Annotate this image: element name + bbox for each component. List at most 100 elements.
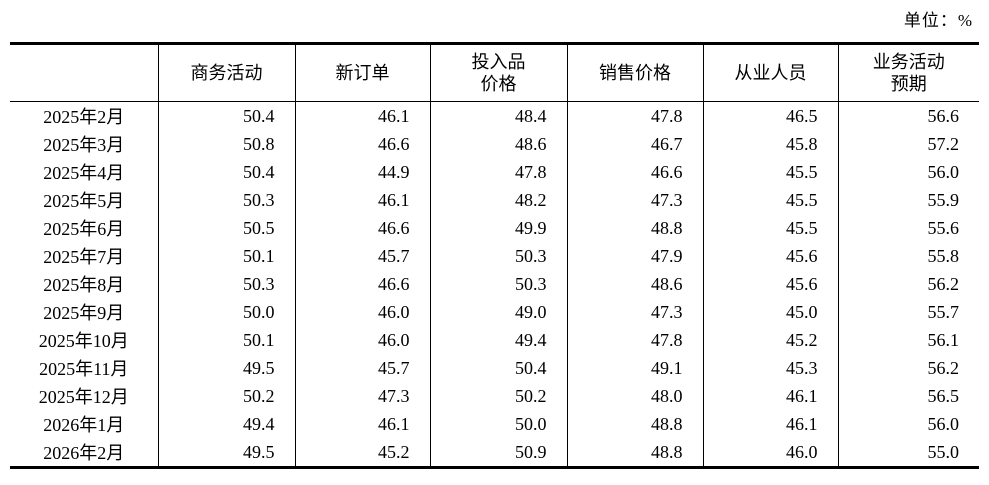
value-cell-business_activity_expectation: 55.9 [837, 186, 979, 214]
value-cell-business_activity: 49.4 [157, 410, 295, 438]
month-cell: 2025年3月 [43, 135, 125, 155]
value-cell-selling_prices: 46.7 [566, 130, 703, 158]
value-cell-business_activity_expectation: 56.0 [837, 158, 979, 186]
value-cell-employment: 46.1 [702, 410, 838, 438]
value-cell-selling_prices: 48.8 [566, 214, 703, 242]
month-cell: 2025年9月 [43, 303, 125, 323]
value-cell-input_prices: 49.4 [429, 326, 567, 354]
value-cell-selling_prices: 47.8 [566, 101, 703, 130]
value-cell-business_activity: 50.1 [157, 326, 295, 354]
value-cell-new_orders: 46.6 [294, 270, 430, 298]
column-header-selling_prices: 销售价格 [566, 43, 703, 102]
value-cell-employment: 46.0 [702, 438, 838, 468]
value-cell-input_prices: 50.9 [429, 438, 567, 468]
value-cell-selling_prices: 48.0 [566, 382, 703, 410]
table-row: 2025年2月 50.4 46.1 48.4 47.8 46.5 56.6 [10, 101, 979, 130]
month-cell: 2025年5月 [43, 191, 125, 211]
value-cell-selling_prices: 47.9 [566, 242, 703, 270]
table-row: 2025年4月 50.4 44.9 47.8 46.6 45.5 56.0 [10, 158, 979, 186]
table-row: 2025年10月 50.1 46.0 49.4 47.8 45.2 56.1 [10, 326, 979, 354]
table-row: 2025年6月 50.5 46.6 49.9 48.8 45.5 55.6 [10, 214, 979, 242]
value-cell-business_activity: 49.5 [157, 354, 295, 382]
value-cell-new_orders: 46.6 [294, 214, 430, 242]
value-cell-new_orders: 45.2 [294, 438, 430, 468]
value-cell-input_prices: 50.0 [429, 410, 567, 438]
value-cell-business_activity: 50.8 [157, 130, 295, 158]
value-cell-selling_prices: 48.8 [566, 410, 703, 438]
value-cell-input_prices: 49.9 [429, 214, 567, 242]
value-cell-business_activity_expectation: 56.2 [837, 270, 979, 298]
value-cell-business_activity_expectation: 56.6 [837, 101, 979, 130]
table-body: 2025年2月 50.4 46.1 48.4 47.8 46.5 56.6 2025年3月 50… [10, 101, 979, 468]
month-cell: 2025年7月 [43, 247, 125, 267]
column-header-month [10, 43, 158, 102]
value-cell-employment: 45.5 [702, 186, 838, 214]
column-header-employment: 从业人员 [702, 43, 838, 102]
value-cell-business_activity: 50.0 [157, 298, 295, 326]
unit-label: 单位：% [903, 11, 973, 30]
value-cell-employment: 45.5 [702, 214, 838, 242]
value-cell-business_activity_expectation: 55.7 [837, 298, 979, 326]
value-cell-employment: 45.3 [702, 354, 838, 382]
value-cell-selling_prices: 49.1 [566, 354, 703, 382]
column-header-business_activity_expectation: 业务活动 预期 [837, 43, 979, 102]
value-cell-selling_prices: 47.3 [566, 186, 703, 214]
table-header: 商务活动 新订单 投入品 价格 销售价格 从业人员 业务活动 预期 [10, 43, 979, 102]
column-header-business_activity: 商务活动 [157, 43, 295, 102]
value-cell-input_prices: 47.8 [429, 158, 567, 186]
month-cell: 2025年2月 [43, 107, 125, 127]
value-cell-new_orders: 44.9 [294, 158, 430, 186]
value-cell-business_activity: 50.1 [157, 242, 295, 270]
value-cell-business_activity_expectation: 56.1 [837, 326, 979, 354]
value-cell-input_prices: 50.4 [429, 354, 567, 382]
table-row: 2026年1月 49.4 46.1 50.0 48.8 46.1 56.0 [10, 410, 979, 438]
value-cell-employment: 45.6 [702, 270, 838, 298]
value-cell-new_orders: 45.7 [294, 242, 430, 270]
month-cell: 2025年10月 [38, 331, 129, 351]
value-cell-new_orders: 47.3 [294, 382, 430, 410]
value-cell-business_activity: 50.5 [157, 214, 295, 242]
value-cell-new_orders: 45.7 [294, 354, 430, 382]
value-cell-business_activity_expectation: 55.6 [837, 214, 979, 242]
value-cell-input_prices: 50.3 [429, 242, 567, 270]
table-row: 2026年2月 49.5 45.2 50.9 48.8 46.0 55.0 [10, 438, 979, 468]
value-cell-business_activity_expectation: 55.8 [837, 242, 979, 270]
month-cell: 2025年11月 [39, 359, 129, 379]
value-cell-business_activity: 50.4 [157, 101, 295, 130]
month-cell: 2025年6月 [43, 219, 125, 239]
month-cell: 2025年8月 [43, 275, 125, 295]
value-cell-business_activity_expectation: 57.2 [837, 130, 979, 158]
value-cell-new_orders: 46.1 [294, 410, 430, 438]
value-cell-input_prices: 50.3 [429, 270, 567, 298]
value-cell-new_orders: 46.1 [294, 101, 430, 130]
value-cell-new_orders: 46.0 [294, 298, 430, 326]
value-cell-selling_prices: 47.3 [566, 298, 703, 326]
value-cell-employment: 45.5 [702, 158, 838, 186]
table-row: 2025年3月 50.8 46.6 48.6 46.7 45.8 57.2 [10, 130, 979, 158]
value-cell-selling_prices: 47.8 [566, 326, 703, 354]
table-row: 2025年11月 49.5 45.7 50.4 49.1 45.3 56.2 [10, 354, 979, 382]
value-cell-employment: 45.0 [702, 298, 838, 326]
table-row: 2025年8月 50.3 46.6 50.3 48.6 45.6 56.2 [10, 270, 979, 298]
value-cell-business_activity: 50.2 [157, 382, 295, 410]
month-cell: 2026年1月 [43, 415, 125, 435]
table-row: 2025年7月 50.1 45.7 50.3 47.9 45.6 55.8 [10, 242, 979, 270]
value-cell-new_orders: 46.6 [294, 130, 430, 158]
value-cell-employment: 46.5 [702, 101, 838, 130]
value-cell-input_prices: 49.0 [429, 298, 567, 326]
value-cell-selling_prices: 48.8 [566, 438, 703, 468]
value-cell-business_activity_expectation: 56.5 [837, 382, 979, 410]
value-cell-business_activity_expectation: 56.0 [837, 410, 979, 438]
value-cell-new_orders: 46.1 [294, 186, 430, 214]
value-cell-employment: 45.8 [702, 130, 838, 158]
value-cell-employment: 45.2 [702, 326, 838, 354]
value-cell-input_prices: 48.6 [429, 130, 567, 158]
table-row: 2025年9月 50.0 46.0 49.0 47.3 45.0 55.7 [10, 298, 979, 326]
value-cell-business_activity_expectation: 55.0 [837, 438, 979, 468]
value-cell-business_activity_expectation: 56.2 [837, 354, 979, 382]
month-cell: 2025年4月 [43, 163, 125, 183]
value-cell-selling_prices: 46.6 [566, 158, 703, 186]
column-header-input_prices: 投入品 价格 [429, 43, 567, 102]
month-cell: 2025年12月 [38, 387, 129, 407]
